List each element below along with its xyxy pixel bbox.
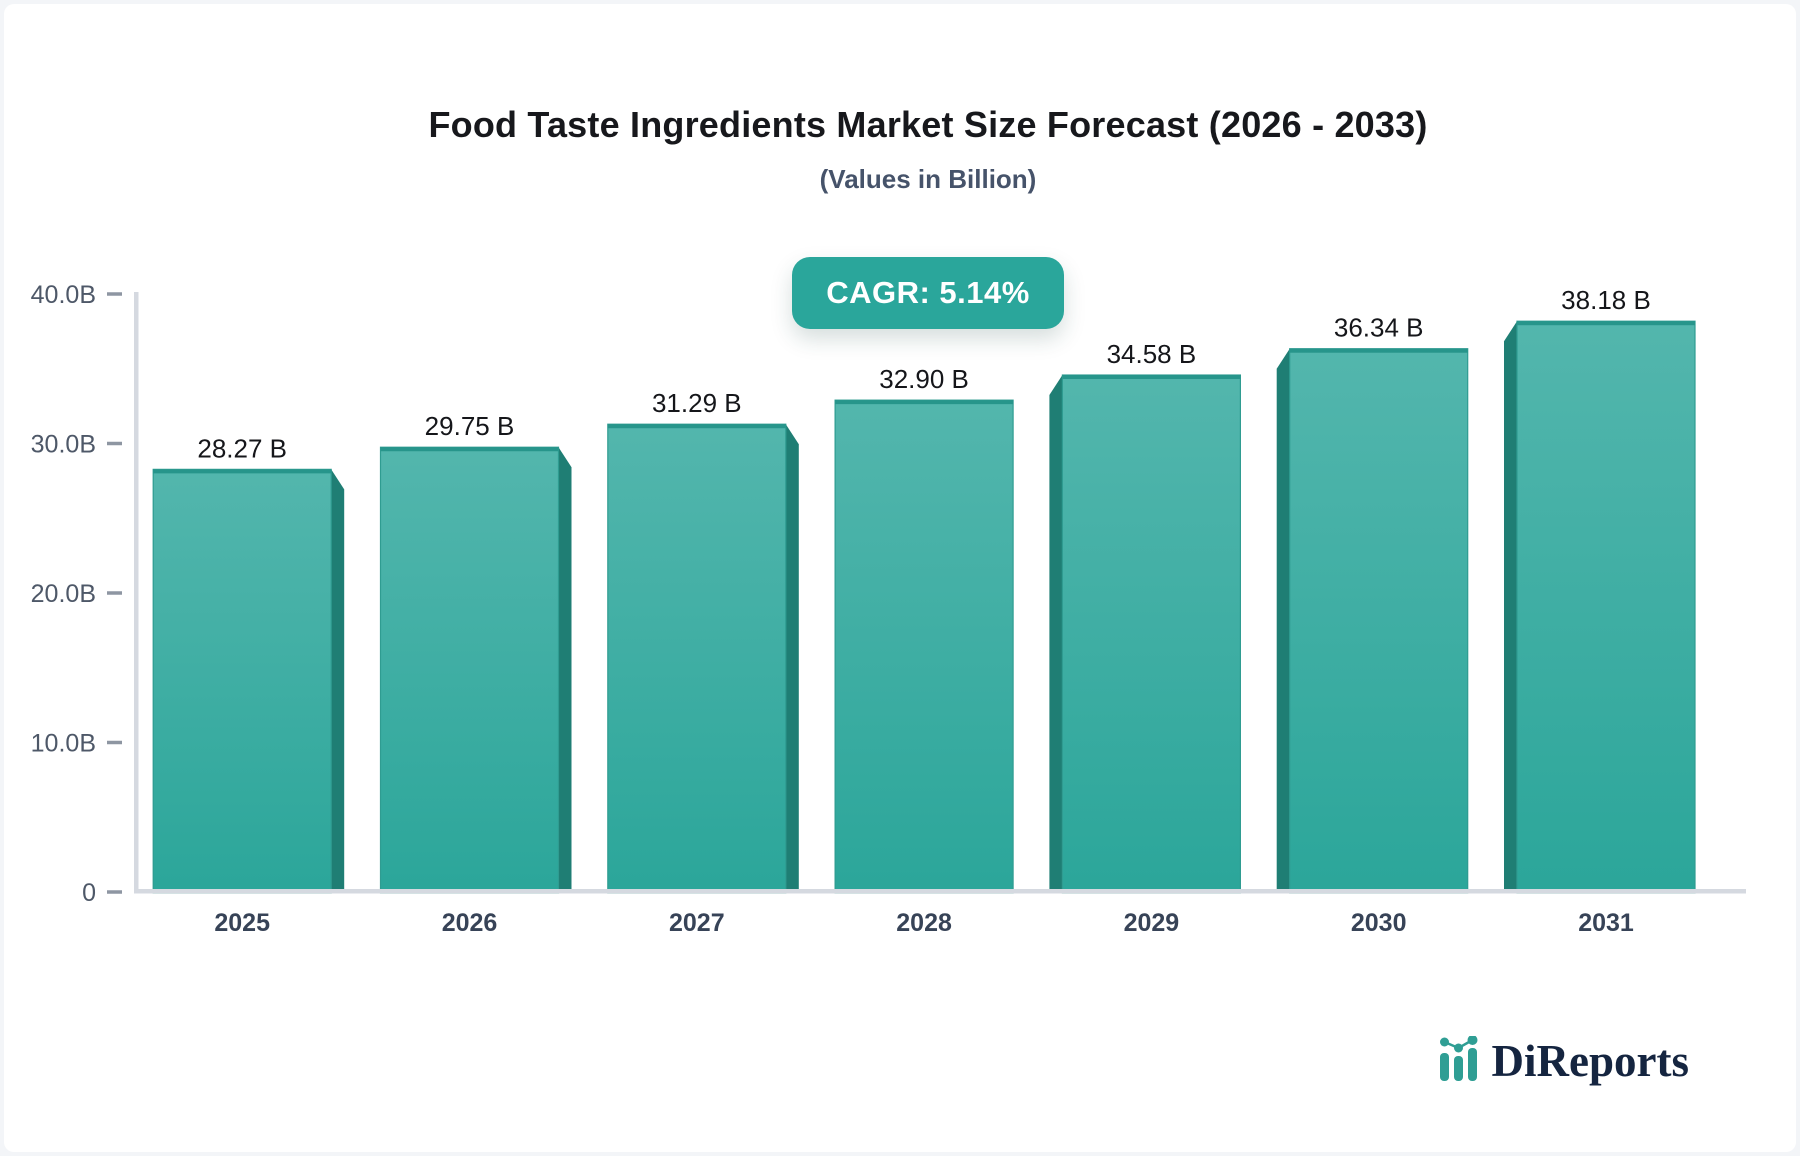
bar-front-face	[152, 468, 332, 894]
bar-chart-plot: 0 10.0B 20.0B 30.0B 40.0B 28.27 B 2025 29.75 B…	[31, 281, 1746, 937]
brand-chart-icon	[1439, 1036, 1478, 1081]
bar-front-face	[607, 423, 787, 894]
bar-value-label: 29.75 B	[425, 411, 515, 441]
brand-logo: DiReports	[1437, 1036, 1689, 1084]
chart-header: Food Taste Ingredients Market Size Forec…	[52, 104, 1800, 195]
bar-front-face	[1289, 348, 1469, 894]
bar-value-label: 28.27 B	[197, 433, 287, 463]
axis-layer: 0 10.0B 20.0B 30.0B 40.0B	[31, 281, 1746, 907]
bar-value-label: 38.18 B	[1561, 285, 1651, 315]
bar-2028	[834, 399, 1014, 894]
bar-side-face	[331, 469, 345, 893]
x-axis-label: 2029	[1124, 909, 1180, 937]
bar-top-edge	[1062, 375, 1241, 380]
bar-top-edge	[835, 400, 1014, 405]
x-axis-line	[134, 889, 1746, 894]
bar-2026	[379, 446, 572, 894]
bar-value-label: 34.58 B	[1107, 339, 1197, 369]
bar-2027	[607, 423, 799, 894]
bar-2030	[1276, 348, 1469, 894]
y-tick-label: 0	[82, 879, 96, 907]
y-axis-line	[134, 292, 139, 894]
bar-side-face	[1049, 375, 1063, 893]
x-axis-label: 2028	[896, 909, 952, 937]
cagr-badge: CAGR: 5.14%	[792, 257, 1064, 329]
bar-side-face	[558, 447, 572, 893]
chart-subtitle: (Values in Billion)	[819, 164, 1037, 194]
x-axis-label: 2031	[1578, 909, 1634, 937]
bar-side-face	[785, 424, 799, 893]
y-tick-label: 10.0B	[31, 730, 96, 758]
bar-2025	[152, 468, 345, 894]
bar-value-label: 31.29 B	[652, 388, 742, 418]
y-tick-label: 30.0B	[31, 431, 96, 459]
y-tick-label: 40.0B	[31, 281, 96, 309]
bar-value-label: 32.90 B	[879, 364, 969, 394]
bars-layer	[152, 320, 1696, 894]
bar-2031	[1504, 320, 1696, 894]
bar-front-face	[379, 446, 560, 894]
y-tick-label: 20.0B	[31, 580, 96, 608]
x-axis-label: 2027	[669, 909, 725, 937]
bar-front-face	[1061, 374, 1242, 894]
bar-top-edge	[153, 469, 332, 474]
x-axis-label: 2026	[442, 909, 498, 937]
badge-row: CAGR: 5.14%	[52, 257, 1800, 329]
chart-title: Food Taste Ingredients Market Size Forec…	[428, 104, 1428, 145]
bar-top-edge	[1517, 321, 1695, 326]
bar-side-face	[1504, 321, 1517, 894]
bar-front-face	[834, 399, 1014, 894]
x-axis-label: 2030	[1351, 909, 1407, 937]
bar-side-face	[1276, 348, 1290, 893]
brand-name: DiReports	[1491, 1036, 1689, 1086]
bar-top-edge	[1289, 348, 1468, 353]
bar-top-edge	[380, 447, 559, 452]
bar-front-face	[1516, 320, 1696, 894]
bar-top-edge	[607, 424, 786, 429]
labels-layer: 28.27 B 2025 29.75 B 2026 31.29 B 2027 32.90 B…	[197, 285, 1650, 937]
x-axis-label: 2025	[214, 909, 270, 937]
bar-value-label: 36.34 B	[1334, 313, 1424, 343]
chart-card: Food Taste Ingredients Market Size Forec…	[4, 4, 1796, 1152]
bar-2029	[1049, 374, 1242, 894]
